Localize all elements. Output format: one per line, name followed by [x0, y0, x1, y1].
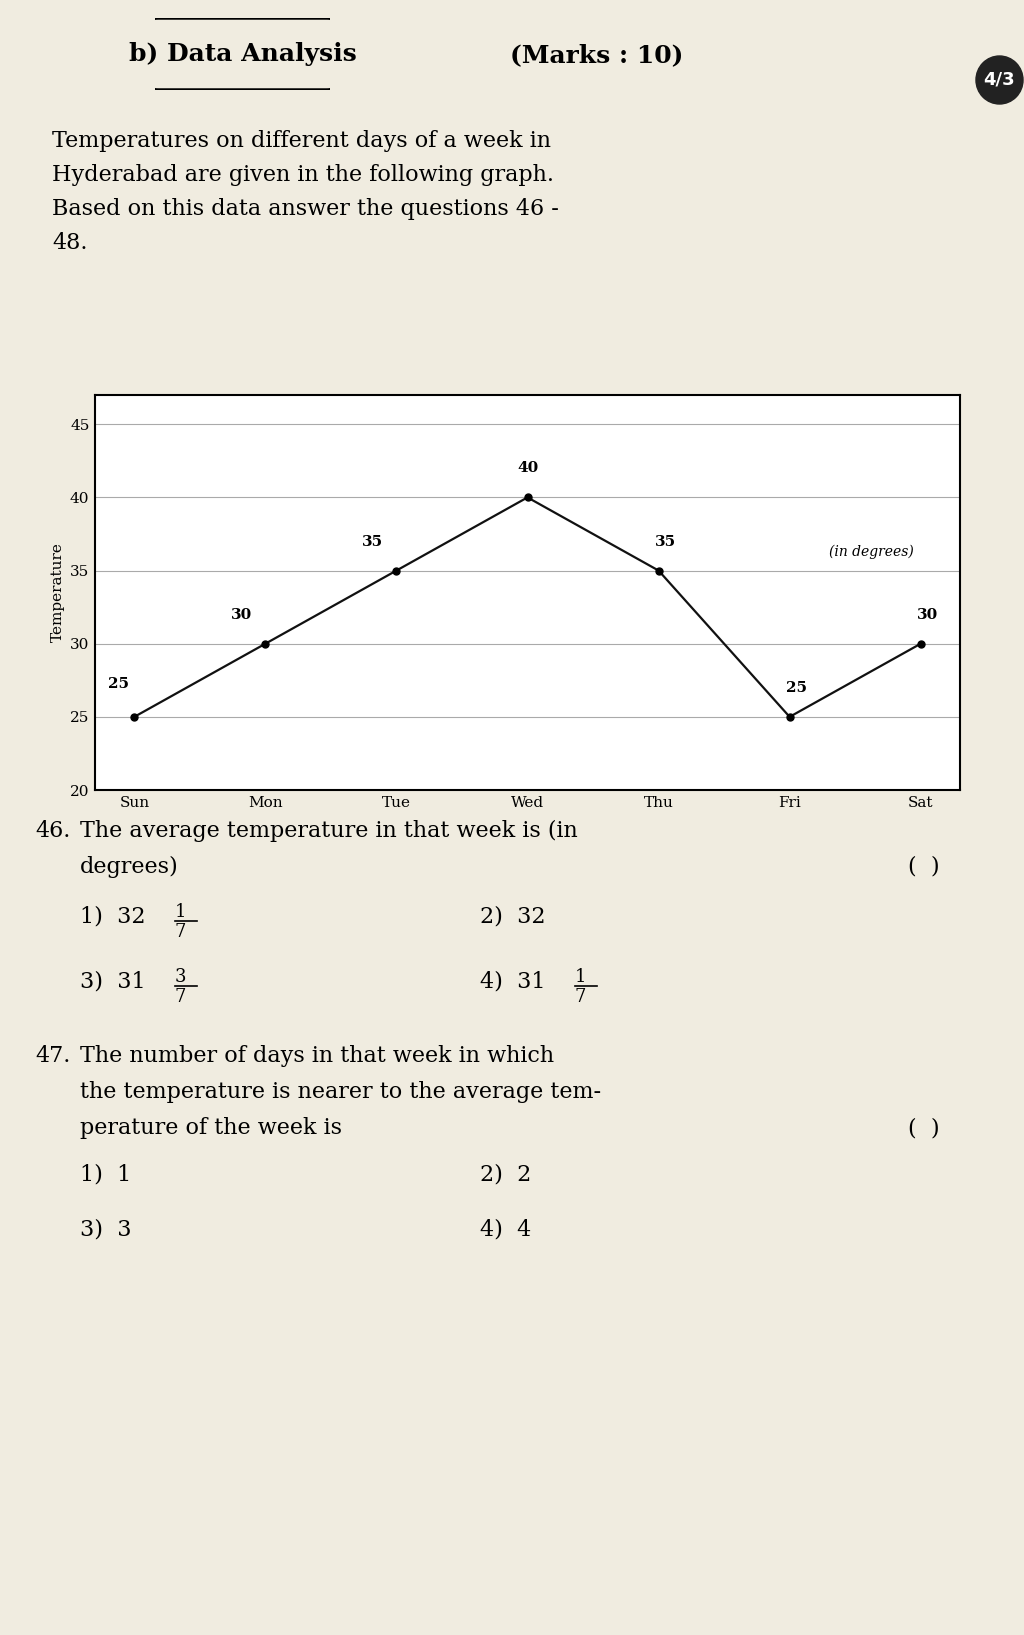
Text: The average temperature in that week is (in: The average temperature in that week is …: [80, 821, 578, 842]
Text: 7: 7: [575, 988, 587, 1006]
Text: degrees): degrees): [80, 857, 179, 878]
Text: 4/3: 4/3: [984, 70, 1016, 88]
Text: 3)  31: 3) 31: [80, 970, 145, 992]
Text: perature of the week is: perature of the week is: [80, 1117, 342, 1140]
Text: 1: 1: [175, 903, 186, 921]
Text: 25: 25: [109, 677, 129, 690]
Text: 3)  3: 3) 3: [80, 1218, 131, 1239]
Text: (Marks : 10): (Marks : 10): [510, 43, 683, 67]
Text: 35: 35: [654, 535, 676, 549]
Text: 4)  31: 4) 31: [480, 970, 546, 992]
Text: 40: 40: [517, 461, 539, 476]
Text: 1)  32: 1) 32: [80, 906, 145, 927]
Text: 35: 35: [362, 535, 383, 549]
Text: 46.: 46.: [35, 821, 71, 842]
Text: (  ): ( ): [908, 857, 940, 878]
Text: Hyderabad are given in the following graph.: Hyderabad are given in the following gra…: [52, 164, 554, 186]
Text: 1: 1: [575, 968, 587, 986]
Text: 48.: 48.: [52, 232, 87, 253]
Text: 4)  4: 4) 4: [480, 1218, 531, 1239]
Text: 25: 25: [785, 680, 807, 695]
Text: (  ): ( ): [908, 1117, 940, 1140]
Text: Based on this data answer the questions 46 -: Based on this data answer the questions …: [52, 198, 559, 221]
Text: 47.: 47.: [35, 1045, 71, 1068]
Text: 30: 30: [916, 608, 938, 621]
Text: Temperatures on different days of a week in: Temperatures on different days of a week…: [52, 131, 551, 152]
Text: b) Data Analysis: b) Data Analysis: [129, 43, 356, 65]
Text: the temperature is nearer to the average tem-: the temperature is nearer to the average…: [80, 1081, 601, 1104]
Text: The number of days in that week in which: The number of days in that week in which: [80, 1045, 554, 1068]
Text: 2)  2: 2) 2: [480, 1162, 531, 1185]
Circle shape: [976, 56, 1023, 105]
Text: 2)  32: 2) 32: [480, 906, 546, 927]
Text: 7: 7: [175, 924, 186, 942]
Text: 3: 3: [175, 968, 186, 986]
FancyBboxPatch shape: [150, 18, 335, 90]
Text: 30: 30: [231, 608, 252, 621]
Text: 1)  1: 1) 1: [80, 1162, 131, 1185]
Text: 7: 7: [175, 988, 186, 1006]
Text: (in degrees): (in degrees): [829, 544, 914, 559]
Y-axis label: Temperature: Temperature: [50, 543, 65, 643]
